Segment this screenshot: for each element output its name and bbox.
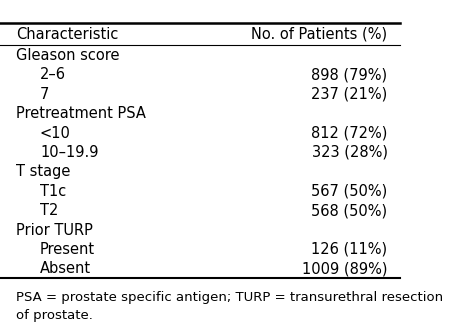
Text: PSA = prostate specific antigen; TURP = transurethral resection
of prostate.: PSA = prostate specific antigen; TURP = …: [16, 291, 443, 321]
Text: Present: Present: [40, 242, 95, 257]
Text: T1c: T1c: [40, 184, 66, 199]
Text: No. of Patients (%): No. of Patients (%): [251, 27, 388, 41]
Text: Prior TURP: Prior TURP: [16, 222, 93, 238]
Text: Pretreatment PSA: Pretreatment PSA: [16, 106, 146, 121]
Text: Gleason score: Gleason score: [16, 48, 119, 63]
Text: 323 (28%): 323 (28%): [311, 145, 388, 160]
Text: 10–19.9: 10–19.9: [40, 145, 99, 160]
Text: 2–6: 2–6: [40, 67, 66, 82]
Text: Characteristic: Characteristic: [16, 27, 118, 41]
Text: <10: <10: [40, 126, 71, 140]
Text: T stage: T stage: [16, 164, 70, 179]
Text: T2: T2: [40, 203, 58, 218]
Text: 898 (79%): 898 (79%): [311, 67, 388, 82]
Text: 812 (72%): 812 (72%): [311, 126, 388, 140]
Text: 568 (50%): 568 (50%): [311, 203, 388, 218]
Text: 1009 (89%): 1009 (89%): [302, 261, 388, 276]
Text: 7: 7: [40, 87, 49, 102]
Text: 567 (50%): 567 (50%): [311, 184, 388, 199]
Text: Absent: Absent: [40, 261, 91, 276]
Text: 126 (11%): 126 (11%): [311, 242, 388, 257]
Text: 237 (21%): 237 (21%): [311, 87, 388, 102]
